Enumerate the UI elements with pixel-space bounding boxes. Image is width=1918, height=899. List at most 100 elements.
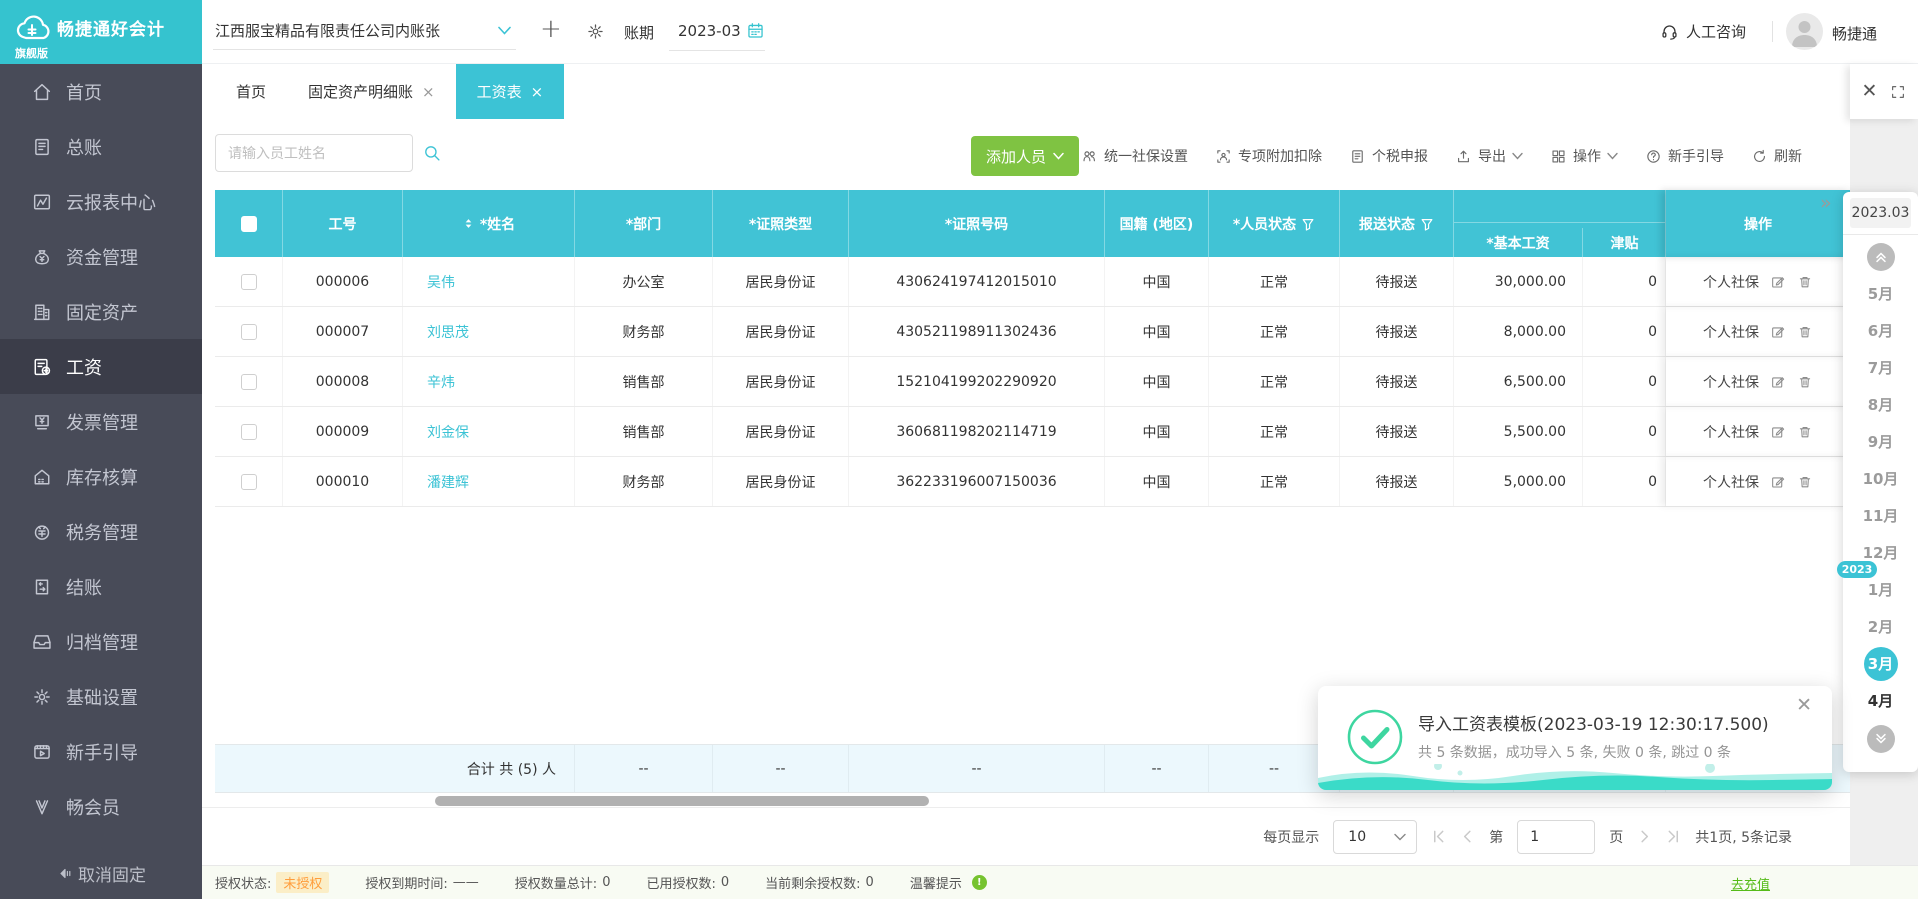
info-icon[interactable]: ! (971, 875, 987, 890)
cell-name-link[interactable]: 吴伟 (403, 257, 575, 306)
tab[interactable]: 首页 (236, 83, 267, 101)
toolbar-button[interactable]: 个税申报 (1349, 146, 1428, 166)
cell-name-link[interactable]: 刘金保 (403, 407, 575, 456)
delete-icon[interactable] (1797, 324, 1813, 340)
app-logo[interactable]: 畅捷通好会计 旗舰版 (0, 0, 202, 64)
sidebar-item-home[interactable]: 首页 (0, 64, 202, 119)
avatar[interactable] (1786, 13, 1823, 50)
personal-social-link[interactable]: 个人社保 (1703, 424, 1759, 441)
add-person-button[interactable]: 添加人员 (971, 136, 1079, 176)
sidebar-item-report-center[interactable]: 云报表中心 (0, 174, 202, 229)
gear-icon[interactable] (586, 22, 605, 41)
prev-page-button[interactable] (1460, 829, 1475, 844)
month-item[interactable]: 11月 (1862, 507, 1899, 525)
select-all-checkbox[interactable] (240, 215, 257, 232)
col-employee-id[interactable]: 工号 (283, 190, 403, 257)
col-cert-type[interactable]: *证照类型 (713, 190, 849, 257)
edit-icon[interactable] (1770, 324, 1786, 340)
last-page-button[interactable] (1666, 829, 1681, 844)
month-item[interactable]: 10月 (1862, 470, 1899, 488)
close-icon[interactable]: ✕ (1861, 80, 1878, 102)
month-item[interactable]: 7月 (1867, 359, 1894, 377)
period-value[interactable]: 2023-03 (678, 22, 741, 40)
sidebar-item-archive[interactable]: 归档管理 (0, 614, 202, 669)
scroll-up-button[interactable] (1866, 243, 1895, 271)
month-item[interactable]: 6月 (1867, 322, 1894, 340)
month-item[interactable]: 1月 (1867, 581, 1894, 599)
col-report-status[interactable]: 报送状态 (1340, 190, 1454, 257)
row-checkbox[interactable] (240, 473, 257, 490)
tab-close-icon[interactable]: × (530, 82, 544, 101)
edit-icon[interactable] (1770, 474, 1786, 490)
month-item[interactable]: 2月 (1867, 618, 1894, 636)
sidebar-item-invoice[interactable]: 发票管理 (0, 394, 202, 449)
sidebar-item-guide[interactable]: 新手引导 (0, 724, 202, 779)
cell-name-link[interactable]: 刘思茂 (403, 307, 575, 356)
month-item[interactable]: 9月 (1867, 433, 1894, 451)
cell-name-link[interactable]: 潘建辉 (403, 457, 575, 506)
edit-icon[interactable] (1770, 274, 1786, 290)
sidebar-item-tax[interactable]: 税务管理 (0, 504, 202, 559)
month-item[interactable]: 4月 (1867, 692, 1894, 710)
month-item[interactable]: 8月 (1867, 396, 1894, 414)
sidebar-item-funds[interactable]: 资金管理 (0, 229, 202, 284)
cell-name-link[interactable]: 辛炜 (403, 357, 575, 406)
delete-icon[interactable] (1797, 274, 1813, 290)
delete-icon[interactable] (1797, 374, 1813, 390)
col-base-salary[interactable]: *基本工资 (1454, 228, 1583, 257)
row-checkbox[interactable] (240, 323, 257, 340)
toolbar-button[interactable]: 导出 (1455, 146, 1523, 166)
first-page-button[interactable] (1431, 829, 1446, 844)
toolbar-button[interactable]: 刷新 (1751, 146, 1802, 166)
sidebar-item-closing[interactable]: 结账 (0, 559, 202, 614)
company-selector[interactable]: 江西服宝精品有限责任公司内账张 (215, 22, 441, 40)
month-item[interactable]: 5月 (1867, 285, 1894, 303)
month-item[interactable]: 12月 (1862, 544, 1899, 562)
col-cert-number[interactable]: *证照号码 (849, 190, 1105, 257)
toolbar-button[interactable]: 操作 (1550, 146, 1618, 166)
sidebar-item-ledger[interactable]: 总账 (0, 119, 202, 174)
toast-close-icon[interactable]: ✕ (1796, 694, 1812, 716)
sidebar-item-salary[interactable]: 工资 (0, 339, 202, 394)
col-allowance[interactable]: 津贴 (1610, 235, 1639, 252)
unpin-sidebar-button[interactable]: 取消固定 (0, 855, 202, 891)
page-number-input[interactable] (1517, 819, 1596, 854)
search-input[interactable] (215, 134, 413, 172)
filter-icon[interactable] (1420, 217, 1434, 231)
collapse-panel-icon[interactable]: » (1820, 192, 1832, 214)
recharge-link[interactable]: 去充值 (1730, 878, 1770, 893)
col-person-status[interactable]: *人员状态 (1209, 190, 1340, 257)
username[interactable]: 畅捷通 (1832, 25, 1878, 43)
per-page-select[interactable]: 10 (1333, 819, 1418, 854)
month-item[interactable]: 3月 (1843, 645, 1918, 682)
edit-icon[interactable] (1770, 374, 1786, 390)
personal-social-link[interactable]: 个人社保 (1703, 324, 1759, 341)
personal-social-link[interactable]: 个人社保 (1703, 274, 1759, 291)
search-icon[interactable] (422, 143, 442, 163)
consult-button[interactable]: 人工咨询 (1660, 21, 1746, 42)
col-nationality[interactable]: 国籍 (地区) (1105, 190, 1209, 257)
next-page-button[interactable] (1637, 829, 1652, 844)
tab[interactable]: 固定资产明细账 × (308, 82, 435, 102)
scroll-down-button[interactable] (1866, 725, 1895, 753)
delete-icon[interactable] (1797, 424, 1813, 440)
edit-icon[interactable] (1770, 424, 1786, 440)
tab[interactable]: 工资表 × (455, 64, 565, 119)
calendar-icon[interactable] (746, 21, 765, 40)
filter-icon[interactable] (1301, 217, 1315, 231)
personal-social-link[interactable]: 个人社保 (1703, 374, 1759, 391)
sidebar-item-fixed-assets[interactable]: 固定资产 (0, 284, 202, 339)
sidebar-item-member[interactable]: 畅会员 (0, 779, 202, 834)
chevron-down-icon[interactable] (498, 26, 511, 35)
expand-icon[interactable] (1890, 84, 1906, 100)
row-checkbox[interactable] (240, 273, 257, 290)
toolbar-button[interactable]: 统一社保设置 (1081, 146, 1188, 166)
toolbar-button[interactable]: 专项附加扣除 (1215, 146, 1322, 166)
sidebar-item-inventory[interactable]: 库存核算 (0, 449, 202, 504)
delete-icon[interactable] (1797, 474, 1813, 490)
col-name[interactable]: *姓名 (403, 190, 575, 257)
personal-social-link[interactable]: 个人社保 (1703, 474, 1759, 491)
col-department[interactable]: *部门 (575, 190, 713, 257)
current-period[interactable]: 2023.03 (1850, 198, 1911, 228)
add-account-icon[interactable]: + (540, 14, 562, 44)
